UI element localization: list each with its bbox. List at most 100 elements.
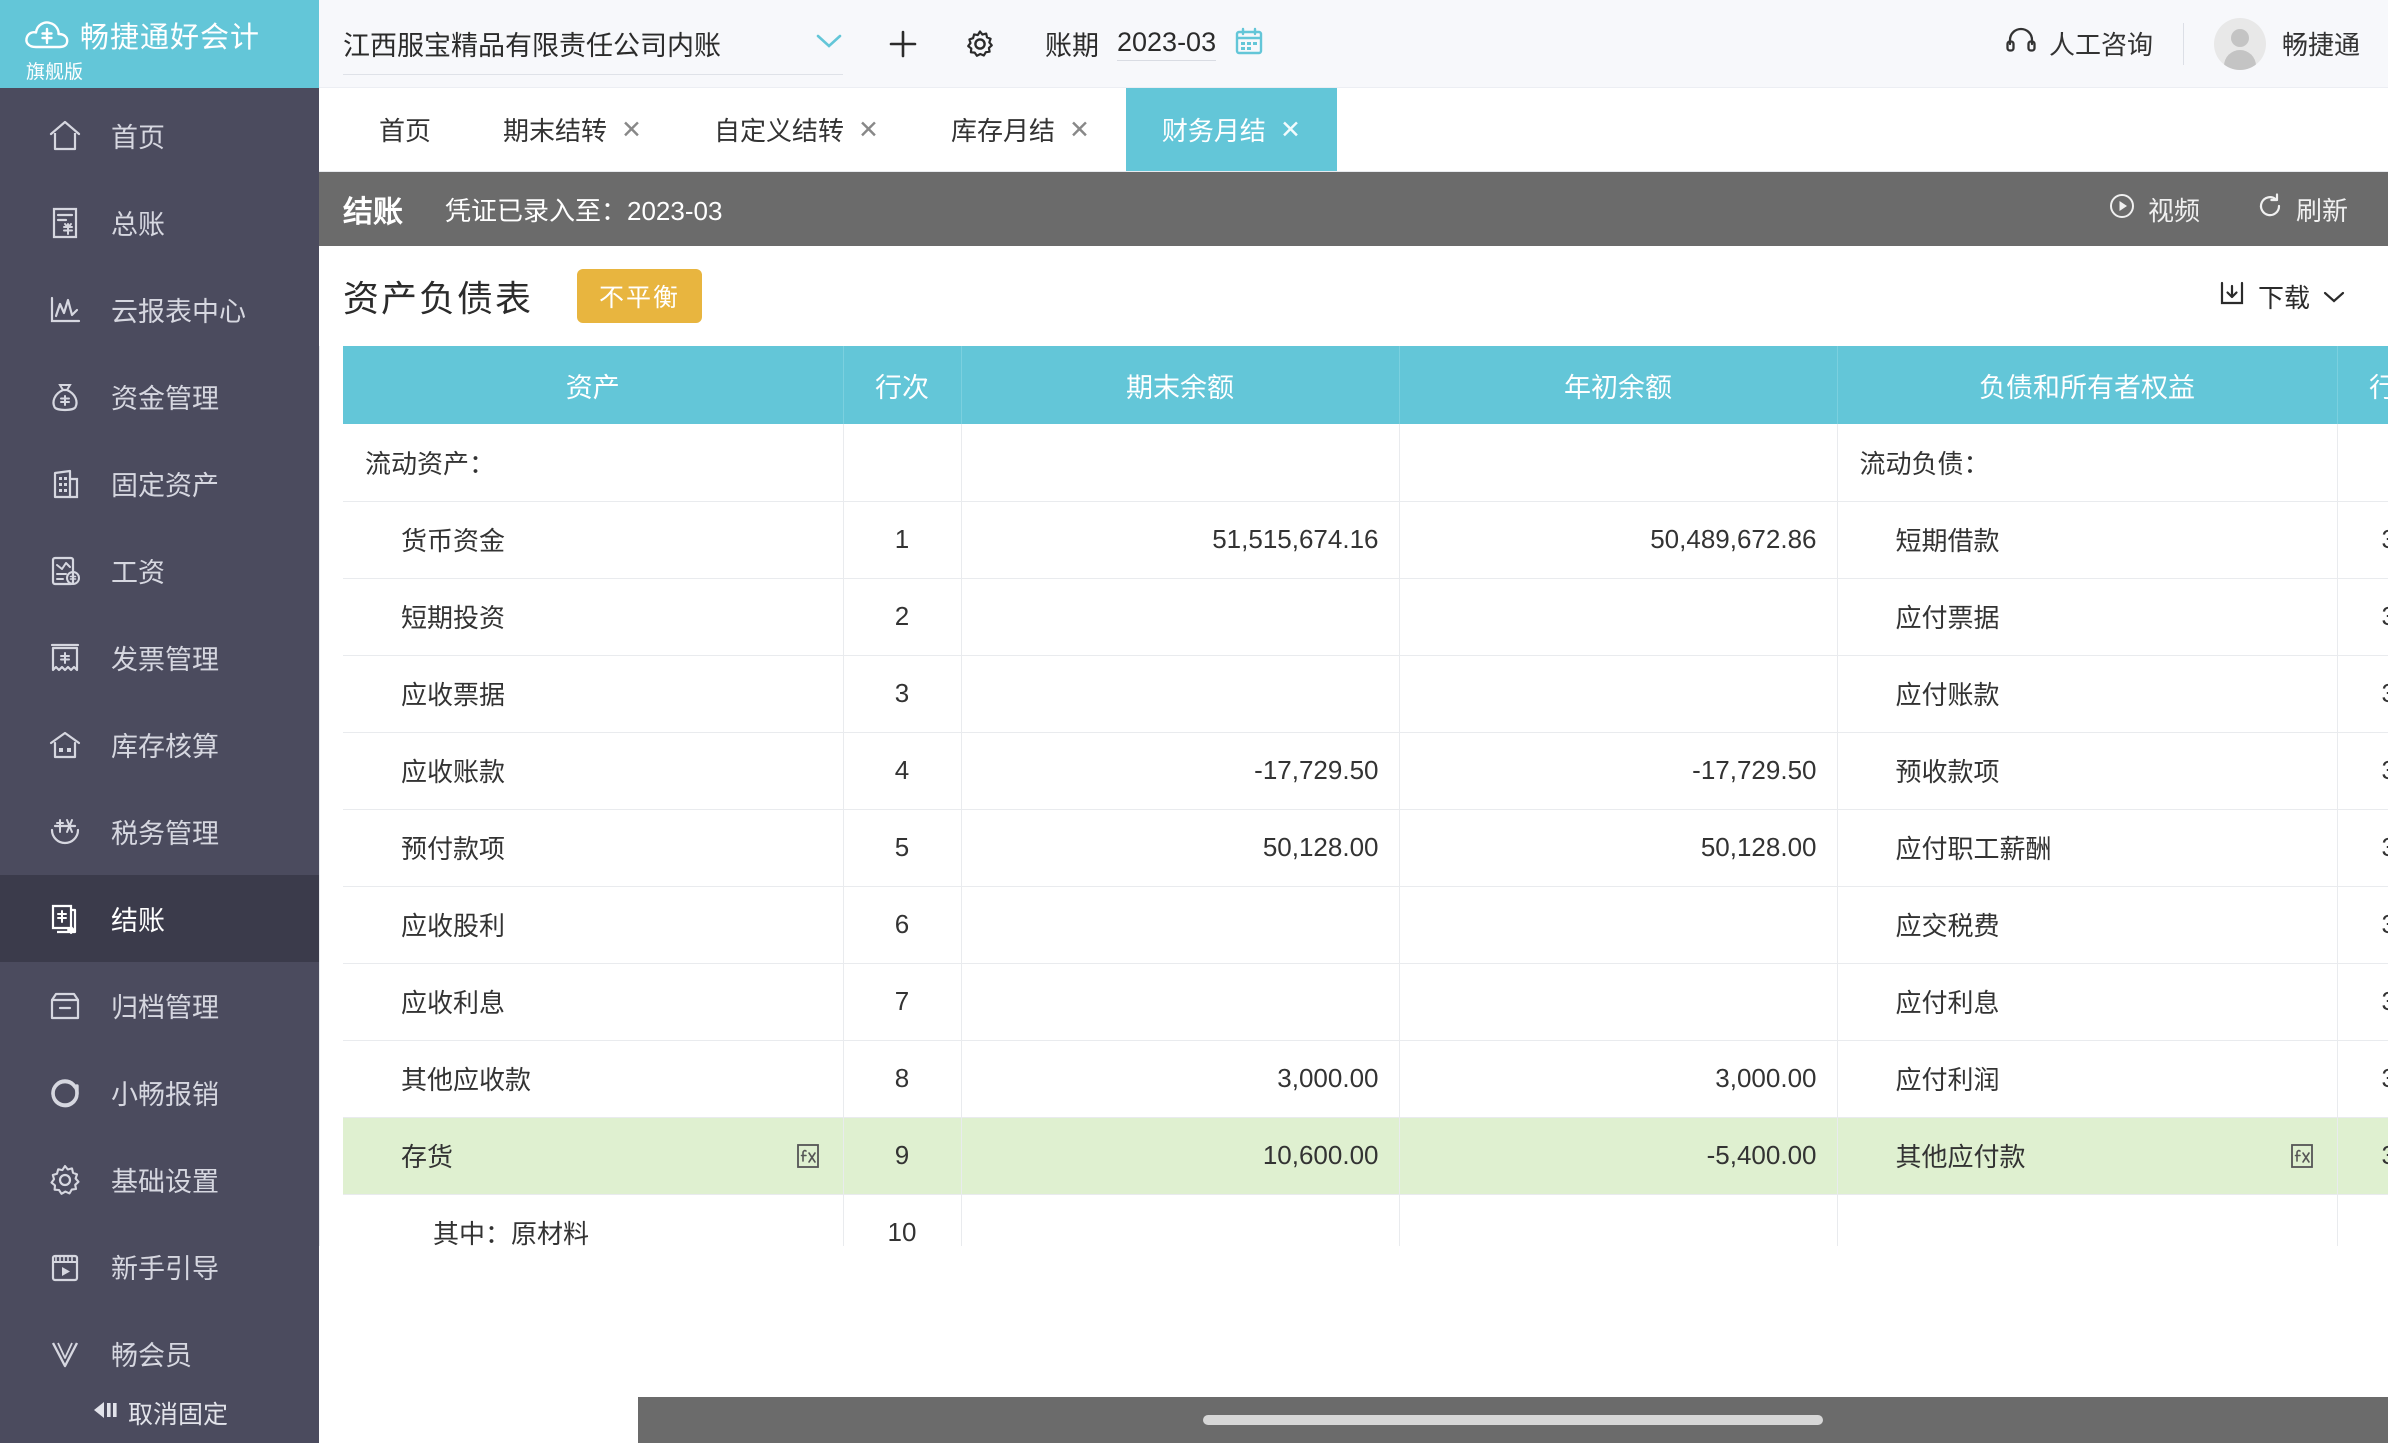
cell-liab-row-no: 36: [2337, 886, 2388, 964]
table-row[interactable]: 其中：原材料 10: [343, 1194, 2388, 1246]
user-menu[interactable]: 畅捷通: [2213, 17, 2360, 70]
sidebar-item-9[interactable]: 结账: [0, 875, 319, 962]
reimburse-icon: [46, 1074, 84, 1112]
sidebar-item-5[interactable]: 工资: [0, 527, 319, 614]
guide-icon: [46, 1248, 84, 1286]
period-selector[interactable]: 账期 2023-03: [1045, 24, 1264, 63]
cell-asset-opening: -5,400.00: [1399, 1117, 1838, 1195]
table-row[interactable]: 预付款项550,128.0050,128.00应付职工薪酬3533,470.95…: [343, 809, 2388, 887]
sidebar-item-12[interactable]: 基础设置: [0, 1136, 319, 1223]
sidebar-item-label: 结账: [111, 906, 165, 936]
cell-asset-opening: [1399, 1194, 1838, 1246]
cell-asset-opening: [1399, 963, 1838, 1041]
tab-close-icon[interactable]: ✕: [1279, 115, 1301, 144]
tab-label: 首页: [379, 116, 432, 146]
table-row[interactable]: 存货910,600.00-5,400.00其他应付款39563,630.0036…: [343, 1117, 2388, 1195]
main-pane: 江西服宝精品有限责任公司内账 账期 2023-03: [319, 0, 2388, 1443]
tab-4[interactable]: 财务月结 ✕: [1125, 88, 1337, 171]
tab-close-icon[interactable]: ✕: [858, 115, 879, 144]
settle-icon: [46, 900, 84, 938]
cell-item-name: 短期借款: [1837, 501, 2338, 579]
table-row[interactable]: 应收股利6应交税费364,217.324,: [343, 886, 2388, 964]
tab-label: 期末结转: [503, 116, 608, 146]
formula-icon[interactable]: [2287, 1141, 2317, 1171]
cell-asset-row-no: 8: [843, 1040, 962, 1118]
table-row[interactable]: 应收票据3应付账款33-84,925.00-102,: [343, 655, 2388, 733]
period-value[interactable]: 2023-03: [1117, 27, 1217, 61]
brand-logo[interactable]: 畅捷通好会计 旗舰版: [0, 0, 319, 88]
sidebar-item-label: 畅会员: [111, 1341, 192, 1371]
sidebar-item-7[interactable]: 库存核算: [0, 701, 319, 788]
tab-2[interactable]: 自定义结转 ✕: [678, 88, 915, 171]
download-label: 下载: [2257, 282, 2310, 313]
gear-icon[interactable]: [963, 27, 997, 61]
cell-asset-ending: [961, 655, 1400, 733]
table-left-border: [319, 346, 320, 1246]
scrollbar-thumb[interactable]: [1203, 1415, 1823, 1425]
sidebar-item-1[interactable]: 总账: [0, 179, 319, 266]
tab-close-icon[interactable]: ✕: [621, 115, 642, 144]
sidebar-item-10[interactable]: 归档管理: [0, 962, 319, 1049]
sidebar-item-2[interactable]: 云报表中心: [0, 266, 319, 353]
tab-1[interactable]: 期末结转 ✕: [467, 88, 678, 171]
cell-liab-row-no: 31: [2337, 501, 2388, 579]
home-icon: [46, 117, 84, 155]
col-liability[interactable]: 负债和所有者权益: [1837, 346, 2338, 424]
col-row-no-2[interactable]: 行次: [2337, 346, 2388, 424]
tab-3[interactable]: 库存月结 ✕: [915, 88, 1126, 171]
cell-asset-opening: -17,729.50: [1399, 732, 1838, 810]
sidebar-collapse-button[interactable]: 取消固定: [88, 1395, 228, 1431]
tab-0[interactable]: 首页: [343, 88, 467, 171]
sidebar-item-8[interactable]: 税务管理: [0, 788, 319, 875]
sidebar-item-label: 发票管理: [111, 645, 219, 675]
cell-asset-opening: 50,128.00: [1399, 809, 1838, 887]
consult-button[interactable]: 人工咨询: [2005, 25, 2153, 62]
sidebar-item-0[interactable]: 首页: [0, 92, 319, 179]
sidebar-item-label: 首页: [111, 123, 165, 153]
sidebar-item-3[interactable]: 资金管理: [0, 353, 319, 440]
company-selector[interactable]: 江西服宝精品有限责任公司内账: [343, 13, 843, 75]
report-panel: 资产负债表 不平衡 下载: [319, 246, 2388, 1443]
page-subheader: 结账 凭证已录入至：2023-03 视频: [319, 172, 2388, 246]
col-asset[interactable]: 资产: [343, 346, 844, 424]
video-button[interactable]: 视频: [2108, 191, 2200, 228]
cell-liab-row-no: 39: [2337, 1117, 2388, 1195]
item-label: 其他应付款: [1895, 1142, 2026, 1172]
sidebar-item-label: 资金管理: [111, 384, 219, 414]
cell-item-name: 应交税费: [1837, 886, 2338, 964]
col-opening[interactable]: 年初余额: [1399, 346, 1838, 424]
calendar-icon[interactable]: [1234, 26, 1264, 61]
chevron-down-icon: [2322, 281, 2346, 312]
sidebar-item-14[interactable]: 畅会员: [0, 1310, 319, 1397]
sidebar-item-4[interactable]: 固定资产: [0, 440, 319, 527]
horizontal-scrollbar[interactable]: [638, 1397, 2388, 1443]
brand-edition: 旗舰版: [26, 61, 84, 83]
add-account-button[interactable]: [887, 28, 919, 60]
cell-asset-ending: -17,729.50: [961, 732, 1400, 810]
sidebar-item-13[interactable]: 新手引导: [0, 1223, 319, 1310]
sidebar-item-label: 税务管理: [111, 819, 219, 849]
sidebar-item-11[interactable]: 小畅报销: [0, 1049, 319, 1136]
download-button[interactable]: 下载: [2218, 278, 2346, 315]
headset-icon: [2005, 26, 2037, 61]
refresh-button[interactable]: 刷新: [2256, 191, 2348, 228]
table-row[interactable]: 流动资产： 流动负债：: [343, 424, 2388, 502]
tab-close-icon[interactable]: ✕: [1068, 115, 1090, 144]
col-row-no[interactable]: 行次: [843, 346, 962, 424]
cell-asset-row-no: [843, 424, 962, 502]
sidebar: 畅捷通好会计 旗舰版 首页总账 云报表中心资金管理固定资产 工资发票管理库存核算税务…: [0, 0, 319, 1443]
col-ending[interactable]: 期末余额: [961, 346, 1400, 424]
balance-sheet-scroll[interactable]: 资产 行次 期末余额 年初余额 负债和所有者权益 行次 期末余额 年初余额 流动…: [319, 346, 2388, 1246]
sidebar-item-label: 新手引导: [111, 1254, 219, 1284]
chevron-down-icon: [815, 32, 843, 55]
company-name: 江西服宝精品有限责任公司内账: [343, 30, 721, 61]
sidebar-item-6[interactable]: 发票管理: [0, 614, 319, 701]
formula-icon[interactable]: [793, 1141, 823, 1171]
cell-item-name: 预收款项: [1837, 732, 2338, 810]
consult-label: 人工咨询: [2048, 30, 2153, 60]
